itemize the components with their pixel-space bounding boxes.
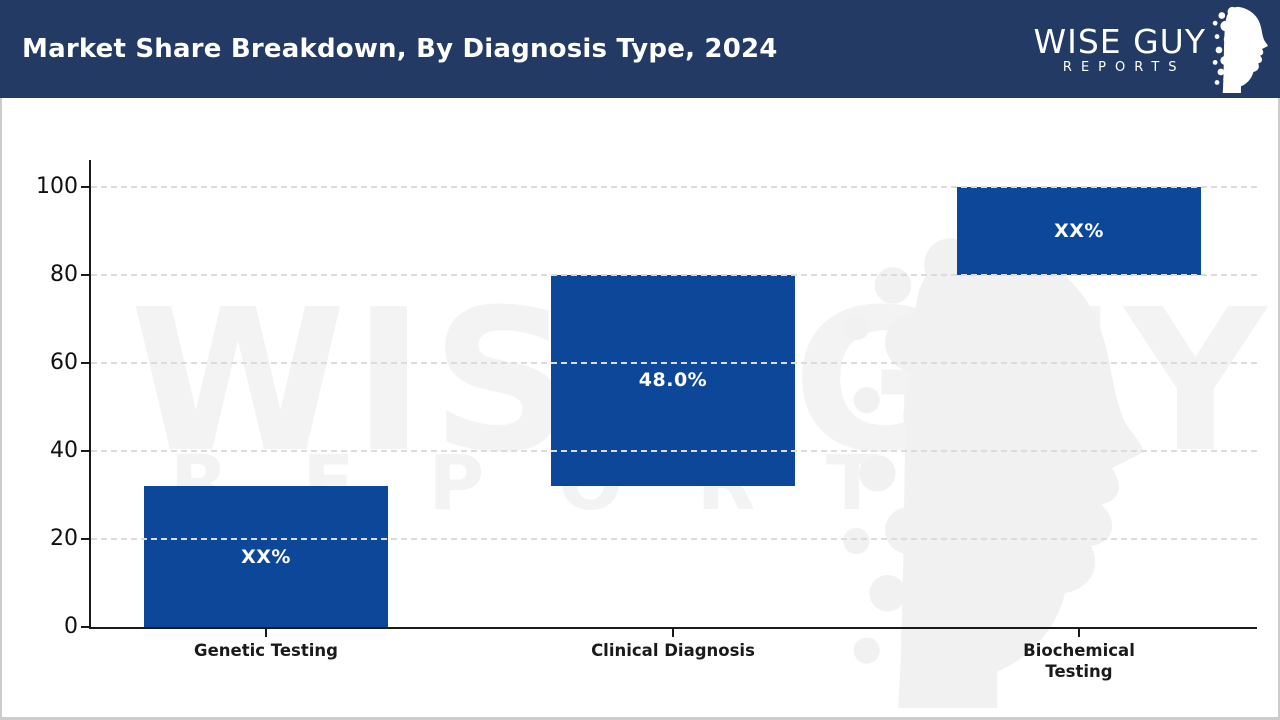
logo-head-icon	[1212, 6, 1268, 93]
x-tick-mark	[265, 629, 267, 637]
gridline	[91, 361, 1257, 364]
gridline	[91, 449, 1257, 452]
logo-subtitle: REPORTS	[1062, 59, 1186, 75]
chart-area: WISE GUY REPORTS 020406080100XX%48.0%XX%…	[2, 98, 1278, 717]
bar-genetic-testing: XX%	[144, 486, 388, 627]
category-label: Biochemical Testing	[1023, 641, 1135, 681]
gridline	[91, 273, 1257, 276]
bar-value-label: 48.0%	[638, 369, 708, 392]
wise-guy-logo: WISE GUY REPORTS	[1033, 5, 1274, 93]
category-label: Clinical Diagnosis	[591, 641, 755, 660]
y-tick-label: 100	[36, 173, 78, 199]
y-tick-label: 80	[50, 261, 78, 287]
bar-value-label: XX%	[241, 545, 291, 568]
bar-biochemical-testing: XX%	[957, 186, 1201, 275]
category-label: Genetic Testing	[194, 641, 338, 660]
y-tick-label: 60	[50, 349, 78, 375]
y-tick-label: 40	[50, 437, 78, 463]
watermark-head-icon	[843, 238, 1144, 708]
y-tick-mark	[81, 361, 89, 364]
logo-text: WISE GUY REPORTS	[1033, 25, 1206, 74]
x-tick-mark	[1078, 629, 1080, 637]
gridline	[91, 185, 1257, 188]
y-axis-line	[89, 160, 91, 629]
logo-wordmark: WISE GUY	[1033, 21, 1206, 61]
page-title: Market Share Breakdown, By Diagnosis Typ…	[22, 34, 778, 64]
y-tick-mark	[81, 626, 89, 628]
x-axis-line	[89, 627, 1257, 629]
header: Market Share Breakdown, By Diagnosis Typ…	[0, 0, 1280, 98]
y-tick-label: 20	[50, 525, 78, 551]
y-tick-mark	[81, 537, 89, 540]
bar-value-label: XX%	[1054, 219, 1104, 242]
x-tick-mark	[672, 629, 674, 637]
y-tick-mark	[81, 273, 89, 276]
y-tick-label: 0	[64, 614, 78, 639]
bar-clinical-diagnosis: 48.0%	[551, 274, 795, 487]
gridline	[91, 537, 1257, 540]
y-tick-mark	[81, 185, 89, 188]
y-tick-mark	[81, 449, 89, 452]
